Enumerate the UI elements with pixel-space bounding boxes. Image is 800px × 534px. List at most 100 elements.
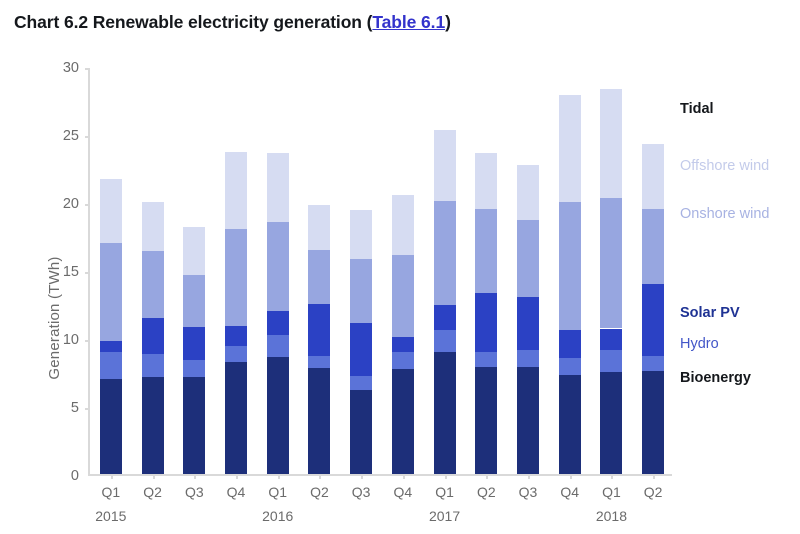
legend-item-tidal[interactable]: Tidal xyxy=(680,100,714,117)
x-tick-label-quarter: Q3 xyxy=(184,484,204,500)
bar-segment-hydro xyxy=(600,350,623,372)
bar-segment-bioenergy xyxy=(266,357,289,474)
bar-segment-hydro xyxy=(558,358,581,375)
bar-segment-bioenergy xyxy=(475,366,498,474)
bar-group[interactable] xyxy=(141,68,164,474)
bar-segment-onshore-wind xyxy=(558,202,581,330)
table-6-1-link[interactable]: Table 6.1 xyxy=(372,12,446,32)
bar-segment-offshore-wind xyxy=(266,153,289,223)
legend-item-offshore-wind[interactable]: Offshore wind xyxy=(680,157,770,174)
bar-group[interactable] xyxy=(517,68,539,474)
x-tick-label-quarter: Q2 xyxy=(143,484,162,500)
bar-segment-offshore-wind xyxy=(433,129,456,201)
y-tick-label: 5 xyxy=(70,400,79,416)
y-tick-mark xyxy=(85,204,90,206)
x-tick-label-quarter: Q4 xyxy=(226,484,246,500)
bar-segment-hydro xyxy=(141,354,164,378)
bar-segment-offshore-wind xyxy=(141,202,164,251)
x-tick-mark xyxy=(236,474,238,479)
x-tick-label-quarter: Q1 xyxy=(101,484,121,500)
y-tick-mark xyxy=(85,272,90,274)
bar-group[interactable] xyxy=(642,68,665,474)
legend-item-hydro[interactable]: Hydro xyxy=(680,336,719,353)
x-tick-mark xyxy=(444,474,447,479)
bar-segment-bioenergy xyxy=(600,372,623,474)
x-tick-mark xyxy=(611,474,614,479)
y-tick-mark xyxy=(85,68,90,70)
bar-segment-onshore-wind xyxy=(475,208,498,294)
bar-group[interactable] xyxy=(350,68,373,474)
bar-group[interactable] xyxy=(225,68,247,474)
bar-segment-onshore-wind xyxy=(183,275,206,328)
legend-item-onshore-wind[interactable]: Onshore wind xyxy=(680,205,770,222)
bar-segment-solar-pv xyxy=(225,325,247,347)
bar-segment-offshore-wind xyxy=(99,178,122,243)
bar-segment-hydro xyxy=(391,351,414,370)
bar-segment-offshore-wind xyxy=(558,94,581,202)
x-axis-year-label: 2018 xyxy=(595,508,627,524)
bar-segment-offshore-wind xyxy=(391,195,414,256)
x-tick-mark xyxy=(402,474,405,479)
x-tick-label-quarter: Q4 xyxy=(560,484,580,500)
x-axis-year-label: 2015 xyxy=(95,508,127,524)
bar-segment-onshore-wind xyxy=(99,242,122,341)
bar-group[interactable] xyxy=(600,68,623,474)
bar-segment-bioenergy xyxy=(350,389,373,474)
x-tick-label-quarter: Q4 xyxy=(393,484,413,500)
y-axis-title: Generation (TWh) xyxy=(46,256,63,380)
bar-segment-offshore-wind xyxy=(517,165,539,220)
x-tick-mark xyxy=(152,474,155,479)
title-text: Chart 6.2 Renewable electricity generati… xyxy=(14,12,367,32)
bar-segment-bioenergy xyxy=(99,378,122,474)
bar-segment-solar-pv xyxy=(99,340,122,352)
bar-segment-solar-pv xyxy=(141,317,164,355)
bar-segment-solar-pv xyxy=(391,336,414,352)
bar-group[interactable] xyxy=(391,68,414,474)
bar-segment-onshore-wind xyxy=(642,208,665,284)
bar-segment-onshore-wind xyxy=(350,259,373,324)
x-tick-mark xyxy=(569,474,572,479)
x-axis-year-label: 2016 xyxy=(262,508,294,524)
bar-segment-hydro xyxy=(517,350,539,367)
bar-segment-offshore-wind xyxy=(600,89,623,198)
y-tick-mark xyxy=(85,340,90,342)
bar-group[interactable] xyxy=(266,68,289,474)
title-close-paren: ) xyxy=(445,12,451,32)
x-tick-label-quarter: Q2 xyxy=(310,484,329,500)
legend-item-bioenergy[interactable]: Bioenergy xyxy=(680,370,751,387)
x-tick-mark xyxy=(653,474,656,479)
bar-segment-solar-pv xyxy=(600,328,623,351)
title-open-paren: ( xyxy=(366,12,373,32)
bar-group[interactable] xyxy=(558,68,581,474)
bar-segment-offshore-wind xyxy=(350,210,373,260)
x-tick-mark xyxy=(277,474,280,479)
bar-segment-bioenergy xyxy=(517,366,539,474)
bar-segment-bioenergy xyxy=(433,351,456,474)
bar-group[interactable] xyxy=(475,68,498,474)
x-tick-label-quarter: Q1 xyxy=(602,484,621,500)
bar-segment-onshore-wind xyxy=(433,200,456,306)
bar-segment-hydro xyxy=(642,355,665,371)
bar-segment-bioenergy xyxy=(141,377,164,474)
bar-segment-hydro xyxy=(350,376,373,390)
y-tick-label: 20 xyxy=(62,196,79,212)
x-tick-mark xyxy=(319,474,322,479)
bar-group[interactable] xyxy=(99,68,122,474)
bar-group[interactable] xyxy=(433,68,456,474)
bar-segment-solar-pv xyxy=(433,305,456,330)
bar-group[interactable] xyxy=(308,68,331,474)
y-tick-label: 10 xyxy=(62,332,79,348)
page-title: Chart 6.2 Renewable electricity generati… xyxy=(14,12,451,33)
x-tick-label-quarter: Q3 xyxy=(518,484,538,500)
bar-segment-onshore-wind xyxy=(391,255,414,337)
x-tick-label-quarter: Q2 xyxy=(476,484,496,500)
y-tick-label: 0 xyxy=(70,468,79,484)
bar-segment-bioenergy xyxy=(225,362,247,474)
bar-segment-onshore-wind xyxy=(308,249,331,304)
bar-segment-hydro xyxy=(475,351,498,367)
legend-item-solar-pv[interactable]: Solar PV xyxy=(680,304,740,321)
bar-group[interactable] xyxy=(183,68,206,474)
bar-segment-offshore-wind xyxy=(642,143,665,209)
bar-segment-hydro xyxy=(266,335,289,358)
